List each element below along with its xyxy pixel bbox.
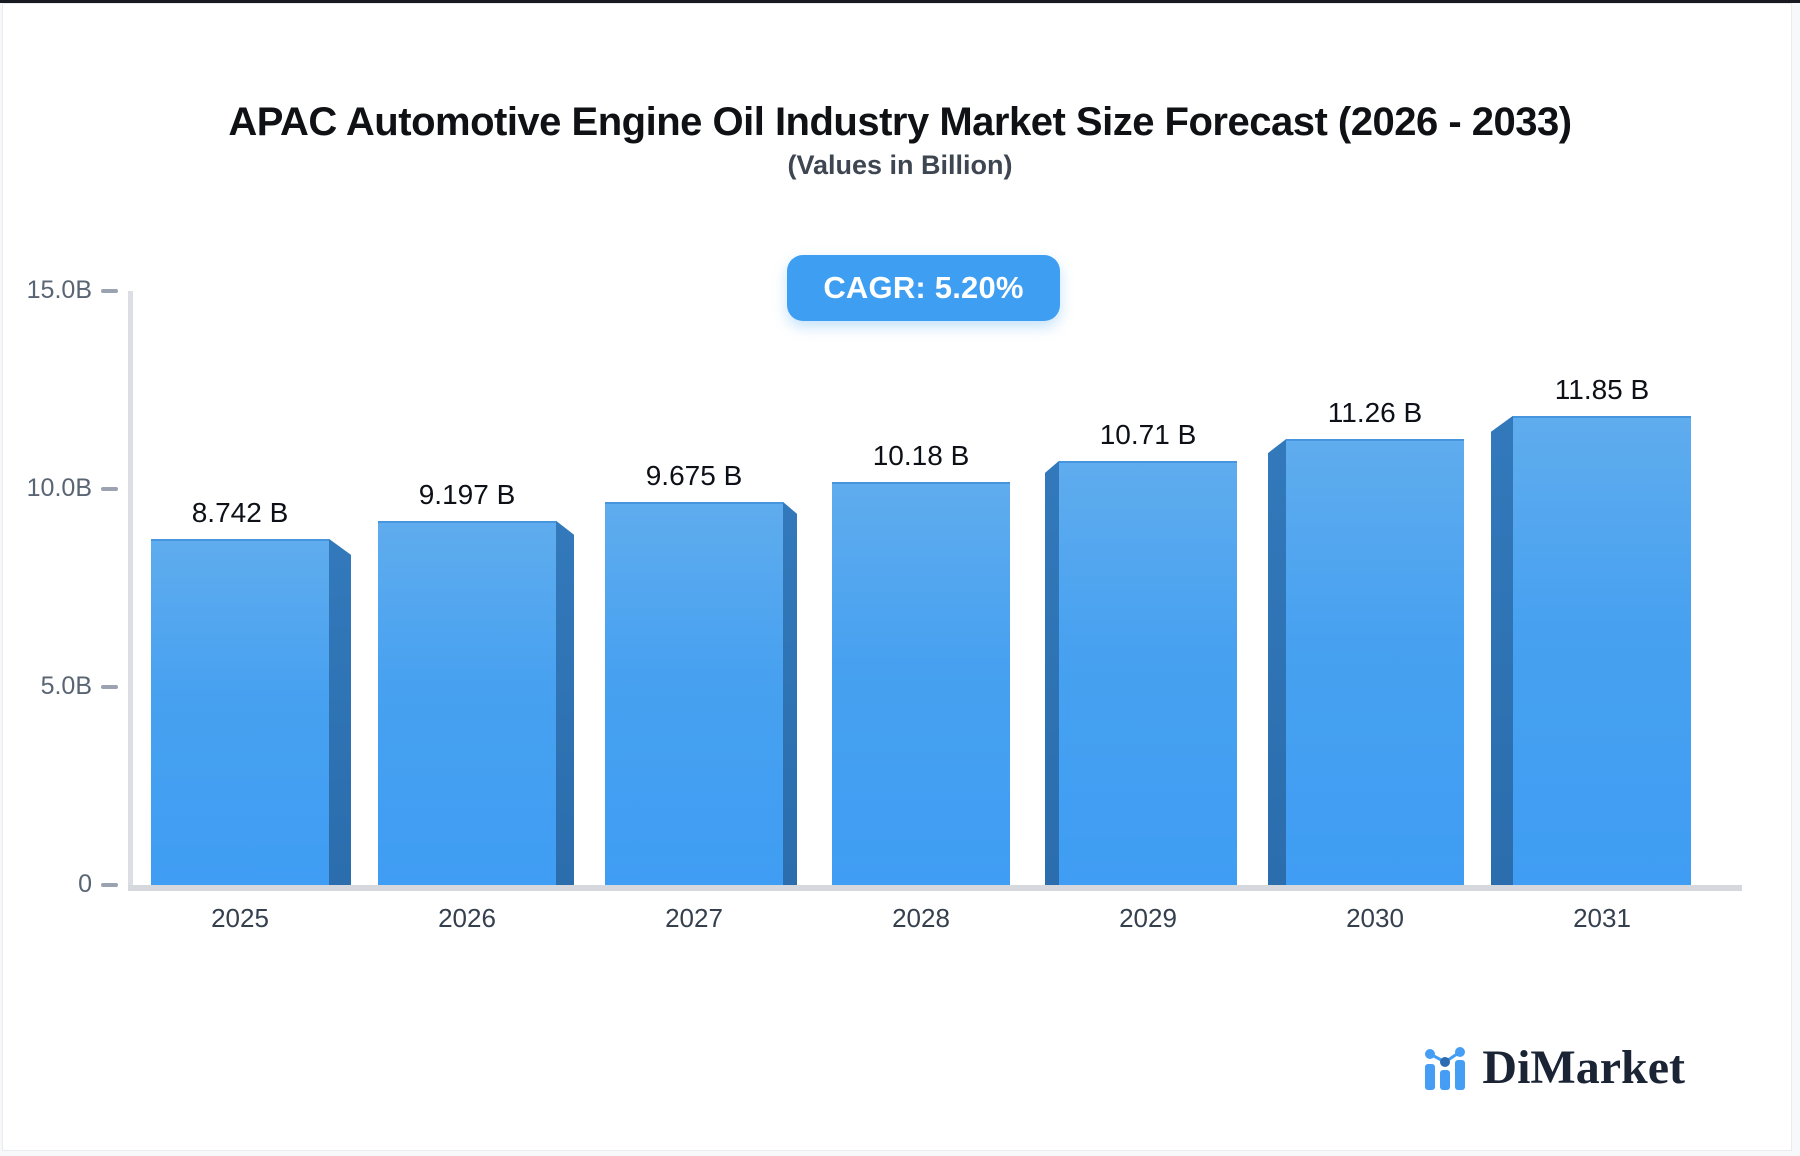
bar-value-label: 8.742 B — [191, 496, 289, 528]
bar — [605, 501, 783, 885]
bar-value-label: 11.26 B — [1327, 397, 1423, 429]
y-tick-label: 10.0B — [26, 474, 92, 502]
bar-side — [329, 538, 351, 885]
bar-value-label: 9.197 B — [418, 478, 516, 510]
bar — [151, 538, 329, 885]
x-tick-label: 2031 — [1573, 903, 1631, 933]
bar-value-label: 10.18 B — [872, 439, 970, 471]
y-tick-mark — [101, 685, 118, 689]
bar-value-label: 11.85 B — [1554, 373, 1650, 405]
brand-logo: DiMarket — [1424, 1040, 1685, 1095]
bar-side — [1268, 439, 1286, 885]
bar-side — [783, 501, 797, 885]
x-tick-label: 2028 — [892, 903, 950, 933]
bar-side — [556, 520, 574, 885]
y-tick-mark — [101, 883, 118, 887]
chart-subtitle: (Values in Billion) — [787, 150, 1013, 180]
bar-value-label: 9.675 B — [645, 459, 743, 491]
x-baseline — [128, 885, 1742, 891]
x-tick-label: 2030 — [1346, 903, 1404, 933]
dimarket-logo-icon — [1425, 1046, 1466, 1090]
y-tick-label: 15.0B — [26, 276, 92, 304]
chart-title: APAC Automotive Engine Oil Industry Mark… — [228, 100, 1572, 144]
y-tick-label: 0 — [78, 870, 92, 898]
bar-side — [1491, 415, 1513, 885]
x-tick-label: 2025 — [211, 903, 269, 933]
x-tick-label: 2027 — [665, 903, 723, 933]
bar-side — [1045, 460, 1059, 885]
cagr-badge-label: CAGR: 5.20% — [823, 270, 1024, 305]
top-border — [0, 0, 1800, 3]
y-tick-mark — [101, 289, 118, 293]
x-tick-label: 2026 — [438, 903, 496, 933]
y-axis-line — [128, 291, 133, 885]
bar — [1513, 415, 1691, 885]
bar-value-label: 10.71 B — [1099, 418, 1197, 450]
cagr-badge: CAGR: 5.20% — [787, 255, 1060, 321]
y-tick-label: 5.0B — [40, 672, 92, 700]
bar — [1286, 439, 1464, 885]
x-tick-label: 2029 — [1119, 903, 1177, 933]
bar — [1059, 460, 1237, 885]
bar — [378, 520, 556, 885]
bar — [832, 481, 1010, 885]
brand-wordmark: DiMarket — [1482, 1041, 1685, 1094]
y-tick-mark — [101, 487, 118, 491]
